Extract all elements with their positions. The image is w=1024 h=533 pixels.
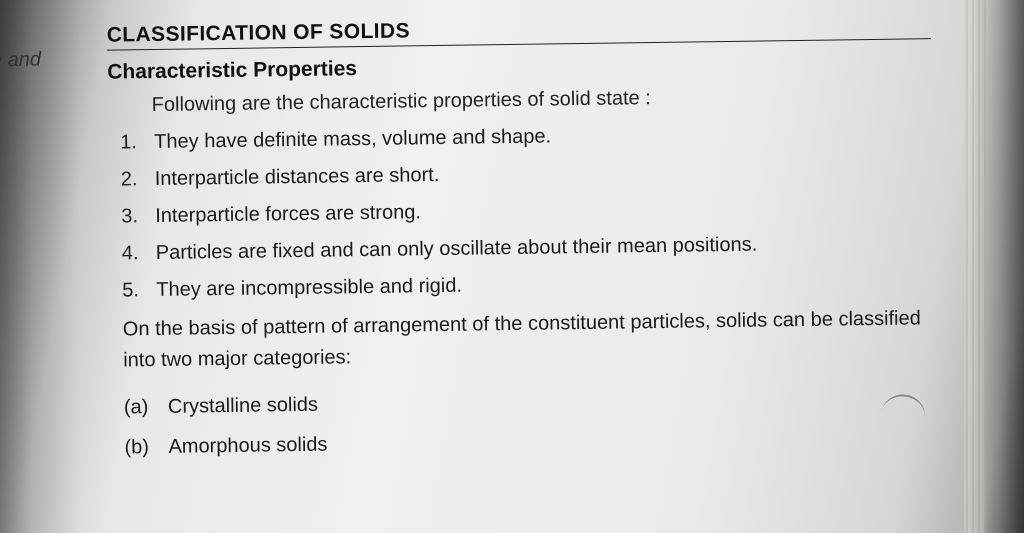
list-item: 1. They have definite mass, volume and s…	[120, 116, 932, 158]
classification-basis-paragraph: On the basis of pattern of arrangement o…	[123, 303, 936, 376]
list-item: 2. Interparticle distances are short.	[121, 153, 933, 195]
list-item: 3. Interparticle forces are strong.	[121, 190, 933, 232]
item-number: 5.	[122, 275, 156, 306]
list-item: (b) Amorphous solids	[124, 419, 936, 464]
subsection-heading: Characteristic Properties	[107, 49, 931, 85]
item-text: They have definite mass, volume and shap…	[154, 116, 932, 158]
classification-kinds-list: (a) Crystalline solids (b) Amorphous sol…	[124, 379, 937, 464]
item-text: Interparticle forces are strong.	[155, 190, 933, 232]
item-number: 3.	[121, 201, 155, 232]
section-heading: CLASSIFICATION OF SOLIDS	[107, 12, 931, 51]
item-number: 1.	[120, 127, 154, 158]
item-label: (b)	[124, 430, 168, 465]
margin-text-2: s	[0, 73, 42, 97]
item-number: 4.	[122, 238, 156, 269]
item-number: 2.	[121, 164, 155, 195]
list-item: 4. Particles are fixed and can only osci…	[122, 227, 934, 269]
textbook-page: e and s CLASSIFICATION OF SOLIDS Charact…	[0, 0, 1024, 533]
item-text: Amorphous solids	[168, 428, 327, 464]
item-text: Interparticle distances are short.	[155, 153, 933, 195]
intro-sentence: Following are the characteristic propert…	[152, 83, 932, 117]
list-item: (a) Crystalline solids	[124, 379, 936, 424]
properties-list: 1. They have definite mass, volume and s…	[120, 116, 934, 306]
list-item: 5. They are incompressible and rigid.	[122, 264, 934, 306]
margin-text-1: e and	[0, 48, 41, 72]
item-text: They are incompressible and rigid.	[156, 264, 934, 306]
item-text: Particles are fixed and can only oscilla…	[156, 227, 934, 269]
item-label: (a)	[124, 390, 168, 425]
item-text: Crystalline solids	[168, 388, 319, 424]
left-margin-glimpse: e and s	[0, 48, 42, 97]
